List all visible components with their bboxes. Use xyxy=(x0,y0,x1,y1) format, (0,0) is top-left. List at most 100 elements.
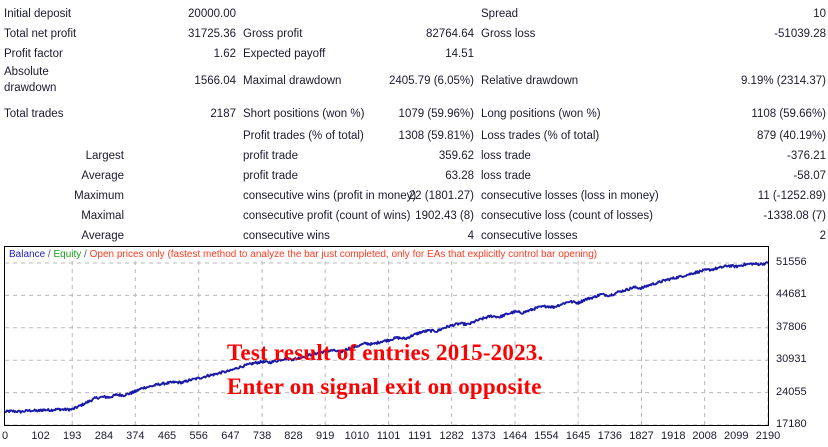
stat-value-mid: 2405.79 (6.05%) xyxy=(388,75,474,87)
stat-value-left: 1566.04 xyxy=(194,75,236,87)
stat-value-mid: 4 xyxy=(467,230,474,242)
backtest-statistics-table: Initial deposit 20000.00 Spread 10 Total net… xyxy=(0,4,828,246)
stat-label-left: Total trades xyxy=(4,108,64,120)
stat-label-right: consecutive losses (loss in money) xyxy=(481,190,659,202)
x-axis-tick: 465 xyxy=(157,430,177,442)
x-axis-tick: 1101 xyxy=(376,430,401,442)
stat-label-left: Average xyxy=(81,170,124,182)
stat-row: Maximal consecutive profit (count of wins… xyxy=(0,206,828,226)
stat-label-left: Average xyxy=(81,230,124,242)
balance-curve xyxy=(5,261,768,414)
stat-value-mid: 1902.43 (8) xyxy=(415,210,474,222)
stat-label-left: Profit factor xyxy=(4,48,63,60)
stat-value-right: -1338.08 (7) xyxy=(763,210,826,222)
stat-label-mid: consecutive wins (profit in money) xyxy=(243,190,417,202)
x-axis-tick: 0 xyxy=(1,430,9,442)
stat-value-mid: 63.28 xyxy=(445,170,474,182)
stat-row: Profit factor 1.62 Expected payoff 14.51 xyxy=(0,44,828,64)
chart-plot-area: Balance / Equity / Open prices only (fas… xyxy=(4,246,769,426)
stat-label-mid: profit trade xyxy=(243,150,298,162)
x-axis-tick-labels: 0 102 193 284 374 465 556 647 738 828 919 1010 1101 1… xyxy=(1,428,780,444)
y-axis-tick: 37806 xyxy=(776,320,807,333)
stat-label-right: Gross loss xyxy=(481,28,536,40)
x-axis-tick: 284 xyxy=(94,430,114,442)
stat-value-right: 9.19% (2314.37) xyxy=(740,75,826,87)
stat-value-mid: 14.51 xyxy=(445,48,474,60)
stat-row: Total trades 2187 Short positions (won %) 1… xyxy=(0,104,828,124)
stat-label-mid: consecutive wins xyxy=(243,230,330,242)
x-axis-tick: 1191 xyxy=(408,430,432,442)
stat-value-left: 1.62 xyxy=(213,48,236,60)
x-axis-tick: 1554 xyxy=(534,430,559,442)
stat-value-right: 1108 (59.66%) xyxy=(751,108,826,120)
x-axis-tick: 2099 xyxy=(724,430,749,442)
x-axis-tick: 102 xyxy=(31,430,50,442)
stat-row: Total net profit 31725.36 Gross profit 8276… xyxy=(0,24,828,44)
stat-value-left: 2187 xyxy=(210,108,236,120)
stat-value-right: -58.07 xyxy=(793,170,826,182)
stat-row: Largest profit trade 359.62 loss trade -376.… xyxy=(0,146,828,166)
stat-label-mid: Maximal drawdown xyxy=(243,75,342,87)
x-axis-tick: 374 xyxy=(126,430,145,442)
stat-label-right: loss trade xyxy=(481,170,531,182)
legend-mode-label: Open prices only (fastest method to anal… xyxy=(89,249,598,260)
stat-label-right: Long positions (won %) xyxy=(481,108,601,120)
x-axis-tick: 1282 xyxy=(439,430,464,442)
x-axis-tick: 647 xyxy=(221,430,240,442)
stat-label-right: consecutive losses xyxy=(481,230,578,242)
stat-value-mid: 359.62 xyxy=(438,150,474,162)
x-axis-tick: 919 xyxy=(315,430,335,442)
stat-label-right: Loss trades (% of total) xyxy=(481,130,600,142)
stat-label-mid: Profit trades (% of total) xyxy=(243,130,364,142)
stat-value-left: 20000.00 xyxy=(188,8,236,20)
x-axis-tick: 1010 xyxy=(344,430,370,442)
y-axis-tick: 24055 xyxy=(776,385,807,398)
x-axis-tick: 1736 xyxy=(597,430,623,442)
stat-value-right: -376.21 xyxy=(786,150,826,162)
x-axis-tick: 2190 xyxy=(755,430,781,442)
stat-label-mid: consecutive profit (count of wins) xyxy=(243,210,411,222)
stat-label-right: Relative drawdown xyxy=(481,75,579,87)
stat-label-mid: Gross profit xyxy=(243,28,303,40)
stat-value-right: 2 xyxy=(819,230,826,242)
stat-value-right: 10 xyxy=(813,8,826,20)
chart-gridlines xyxy=(5,261,768,425)
x-axis-tick: 556 xyxy=(189,430,208,442)
stat-row: Average consecutive wins 4 consecutive loss… xyxy=(0,226,828,246)
y-axis-tick-labels: 51556 44681 37806 30931 24055 17180 xyxy=(773,246,828,436)
stat-label-mid: profit trade xyxy=(243,170,298,182)
x-axis-tick: 828 xyxy=(284,430,303,442)
stat-label-left: Maximal xyxy=(81,210,124,222)
y-axis-tick: 44681 xyxy=(776,288,807,301)
stat-row: Initial deposit 20000.00 Spread 10 xyxy=(0,4,828,24)
stat-label-left: Total net profit xyxy=(4,28,77,40)
x-axis-tick: 1373 xyxy=(471,430,496,442)
stat-label-left: Initial deposit xyxy=(4,8,72,20)
legend-equity-label: Equity xyxy=(53,249,82,260)
stat-label-right: loss trade xyxy=(481,150,531,162)
stat-value-right: 879 (40.19%) xyxy=(756,130,826,142)
stat-value-mid: 1308 (59.81%) xyxy=(398,130,474,142)
stat-value-mid: 1079 (59.96%) xyxy=(398,108,474,120)
stat-label-mid: Short positions (won %) xyxy=(243,108,365,120)
stat-row: Profit trades (% of total) 1308 (59.81%) L… xyxy=(0,126,828,146)
stat-value-right: -51039.28 xyxy=(774,28,826,40)
x-axis-tick: 1918 xyxy=(660,430,686,442)
stat-row: Average profit trade 63.28 loss trade -58.07 xyxy=(0,166,828,186)
legend-separator-2: / xyxy=(81,249,90,260)
stat-row: Absolute drawdown 1566.04 Maximal drawdown… xyxy=(0,64,828,98)
stat-label-left: Absolute drawdown xyxy=(4,66,57,94)
y-axis-tick: 51556 xyxy=(776,256,807,268)
stat-label-mid: Expected payoff xyxy=(243,48,326,60)
stat-label-right: consecutive loss (count of losses) xyxy=(481,210,653,222)
x-axis-tick: 2008 xyxy=(692,430,717,442)
stat-value-right: 11 (-1252.89) xyxy=(757,190,826,202)
stat-label-left: Maximum xyxy=(74,190,124,202)
legend-separator-1: / xyxy=(45,249,54,260)
stat-label-right: Spread xyxy=(481,8,519,20)
equity-chart-panel: Balance / Equity / Open prices only (fas… xyxy=(1,246,824,444)
y-axis-tick: 17180 xyxy=(776,418,807,430)
legend-balance-label: Balance xyxy=(9,249,46,260)
stat-value-left: 31725.36 xyxy=(188,28,236,40)
y-axis-tick: 30931 xyxy=(776,353,807,366)
